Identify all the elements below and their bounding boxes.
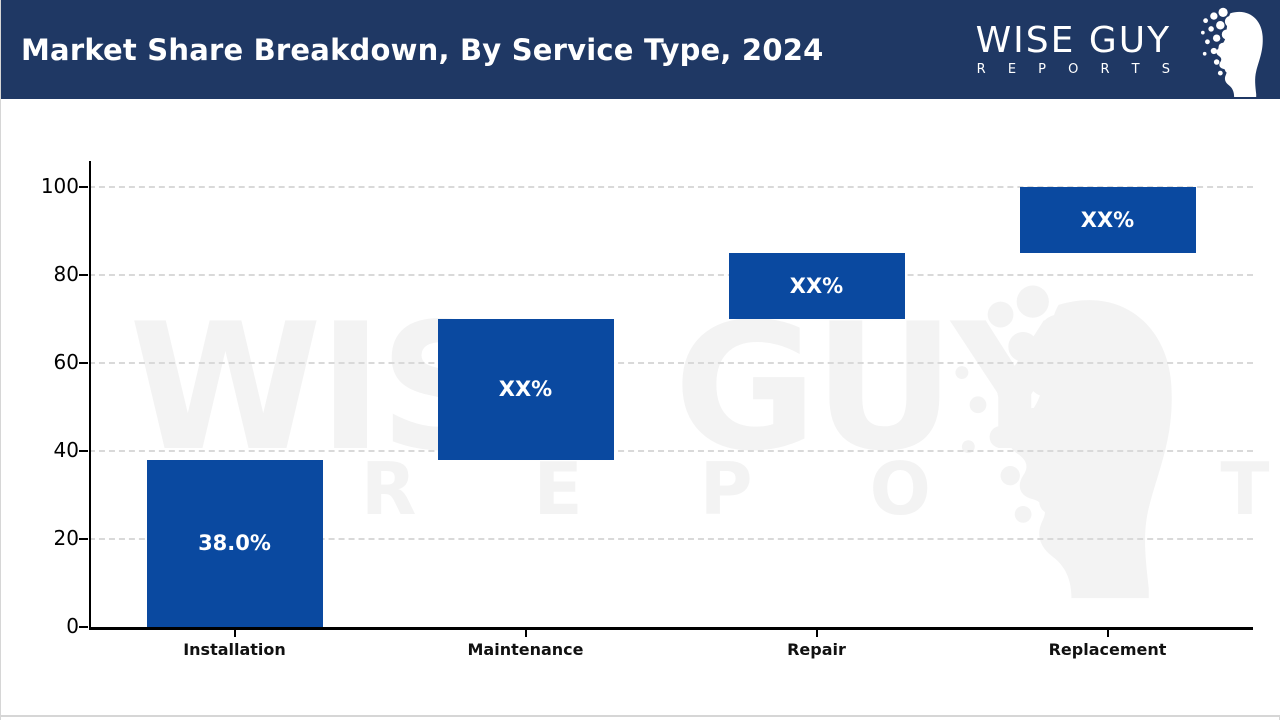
watermark-head-icon (955, 285, 1172, 599)
y-tick-mark (79, 538, 88, 540)
y-tick-label: 60 (53, 350, 79, 374)
bar-value-label: XX% (498, 377, 553, 402)
gridline (89, 450, 1253, 452)
page-title: Market Share Breakdown, By Service Type,… (21, 32, 824, 67)
y-tick-label: 40 (53, 438, 79, 462)
head-profile-icon (1201, 7, 1263, 97)
category-label: Repair (787, 640, 846, 659)
bar-value-label: XX% (1080, 208, 1135, 232)
x-tick-mark (1106, 630, 1109, 637)
bar-maintenance: XX% (437, 319, 614, 460)
logo-wordmark: WISE GUY (975, 19, 1172, 61)
category-label: Replacement (1048, 640, 1167, 659)
y-tick-mark (79, 626, 88, 628)
header-bar: Market Share Breakdown, By Service Type,… (1, 0, 1280, 99)
bar-value-label: 38.0% (198, 531, 271, 556)
category-label: Maintenance (467, 640, 584, 659)
plot-area: 0 20 40 60 80 100 38.0% Installation XX% Maintena… (1, 99, 1280, 715)
bar-value-label: XX% (789, 274, 844, 298)
chart-area: WISE GUY R E P O R T S 02040608010038.0%… (1, 99, 1280, 717)
y-axis-line (89, 161, 91, 629)
category-label: Installation (183, 640, 286, 659)
y-tick-label: 20 (53, 526, 79, 550)
bar-replacement: XX% (1019, 187, 1196, 253)
wise-guy-logo: WISE GUY R E P O R T S (968, 0, 1267, 99)
gridline (89, 362, 1253, 364)
logo-subtext: R E P O R T S (976, 61, 1179, 77)
y-tick-mark (79, 450, 88, 452)
bar-installation: 38.0% (146, 459, 323, 627)
bar-repair: XX% (728, 253, 905, 319)
y-tick-mark (79, 274, 88, 276)
gridline (89, 186, 1253, 188)
x-axis-line (89, 627, 1253, 630)
y-tick-label: 100 (40, 174, 79, 198)
gridline (89, 538, 1253, 540)
x-tick-mark (524, 630, 527, 637)
y-tick-mark (79, 362, 88, 364)
logo-text: WISE GUY R E P O R T S (968, 19, 1179, 77)
x-tick-mark (815, 630, 818, 637)
x-tick-mark (233, 630, 236, 637)
y-tick-mark (79, 186, 88, 188)
y-tick-label: 0 (66, 614, 79, 638)
y-tick-label: 80 (53, 262, 79, 286)
gridline (89, 274, 1253, 276)
